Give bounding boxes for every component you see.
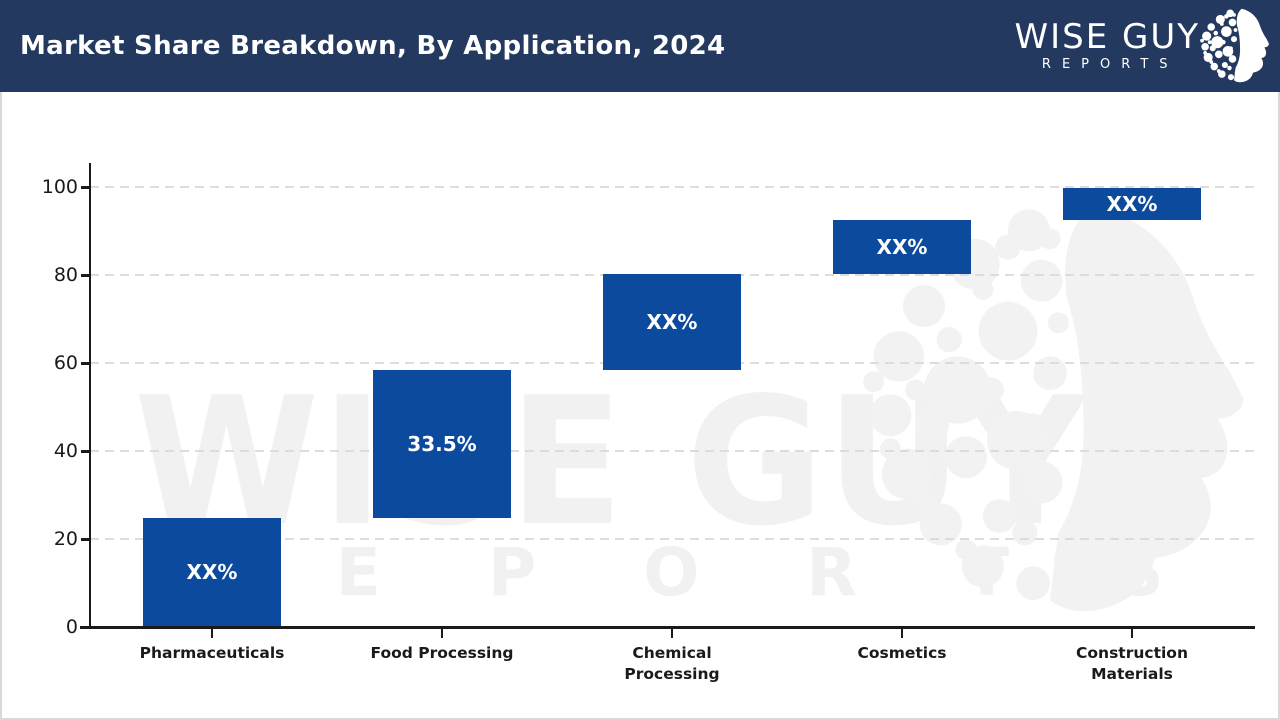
ytick-mark-100 (81, 186, 90, 189)
bar-chemical-processing: XX% (603, 274, 741, 371)
category-label: Construction Materials (1076, 644, 1188, 683)
xtick-mark-0 (210, 629, 214, 638)
header-bar: Market Share Breakdown, By Application, … (0, 0, 1280, 92)
category-label: Food Processing (370, 644, 514, 662)
plot-area: WISE GUY R E P O R T S (2, 92, 1278, 718)
ytick-mark-80 (81, 274, 90, 277)
xtick-mark-2 (670, 629, 674, 638)
watermark-head-icon (863, 205, 1244, 612)
bar-food-processing: 33.5% (373, 370, 511, 518)
ytick-label-20: 20 (53, 528, 78, 550)
ytick-mark-20 (81, 538, 90, 541)
bar-construction-materials: XX% (1063, 188, 1201, 220)
ytick-mark-60 (81, 362, 90, 365)
logo-text: WISE GUY REPORTS (1014, 16, 1200, 73)
chart-title: Market Share Breakdown, By Application, … (20, 31, 726, 61)
category-label: Pharmaceuticals (139, 644, 285, 662)
logo-name: WISE GUY (1014, 16, 1200, 57)
category-label: Chemical Processing (624, 644, 720, 683)
bar-value-label: XX% (186, 560, 238, 585)
bar-value-label: XX% (1106, 191, 1158, 216)
x-axis-line (80, 626, 1255, 629)
ytick-label-60: 60 (53, 352, 78, 374)
xtick-mark-3 (900, 629, 904, 638)
bar-pharmaceuticals: XX% (143, 517, 281, 627)
bar-cosmetics: XX% (833, 219, 971, 275)
category-label: Cosmetics (857, 644, 947, 662)
y-axis-line (88, 163, 91, 629)
wise-guy-logo: WISE GUY REPORTS (1014, 4, 1272, 88)
ytick-label-40: 40 (53, 440, 78, 462)
xtick-mark-4 (1130, 629, 1134, 638)
xtick-mark-1 (440, 629, 444, 638)
gridline-20 (90, 538, 1255, 540)
bar-value-label: XX% (646, 310, 698, 335)
ytick-label-0: 0 (65, 616, 78, 638)
bar-value-label: 33.5% (407, 432, 477, 457)
bar-value-label: XX% (876, 234, 928, 259)
watermark-subtext: R E P O R T S (178, 534, 1206, 611)
gridline-100 (90, 186, 1255, 188)
logo-subtitle: REPORTS (1041, 57, 1179, 73)
dotted-head-icon (1200, 8, 1269, 83)
ytick-mark-40 (81, 450, 90, 453)
plot-body: WISE GUY R E P O R T S (0, 92, 1280, 720)
ytick-label-80: 80 (53, 264, 78, 286)
gridline-40 (90, 450, 1255, 452)
ytick-label-100: 100 (41, 176, 78, 198)
